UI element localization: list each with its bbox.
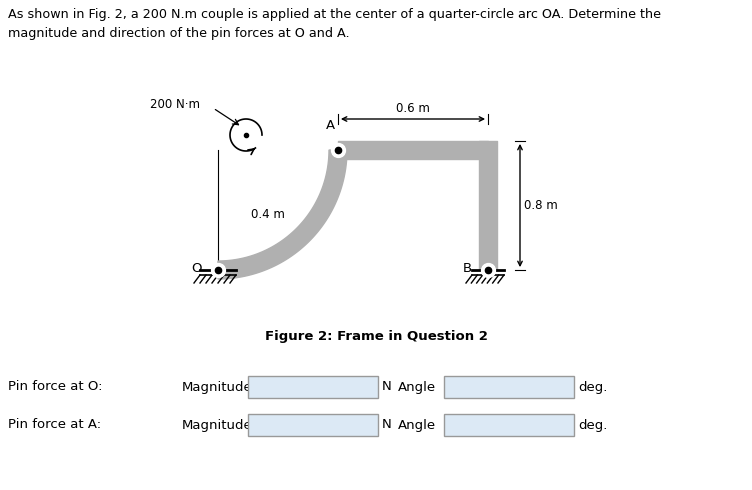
Text: Pin force at O:: Pin force at O: bbox=[8, 381, 102, 393]
Text: N: N bbox=[382, 418, 392, 432]
Text: A: A bbox=[326, 119, 335, 132]
Text: As shown in Fig. 2, a 200 N.m couple is applied at the center of a quarter-circl: As shown in Fig. 2, a 200 N.m couple is … bbox=[8, 8, 661, 40]
Text: B: B bbox=[463, 262, 472, 274]
Text: Magnitude: Magnitude bbox=[182, 381, 253, 393]
Text: deg.: deg. bbox=[578, 418, 608, 432]
FancyBboxPatch shape bbox=[248, 414, 378, 436]
Text: Pin force at A:: Pin force at A: bbox=[8, 418, 101, 432]
Text: Angle: Angle bbox=[398, 418, 436, 432]
Text: Figure 2: Frame in Question 2: Figure 2: Frame in Question 2 bbox=[265, 330, 487, 343]
Text: O: O bbox=[192, 262, 202, 274]
Text: Angle: Angle bbox=[398, 381, 436, 393]
Text: 0.8 m: 0.8 m bbox=[524, 199, 558, 212]
Text: N: N bbox=[382, 381, 392, 393]
Text: 200 N·m: 200 N·m bbox=[150, 98, 200, 112]
FancyBboxPatch shape bbox=[444, 376, 574, 398]
FancyBboxPatch shape bbox=[248, 376, 378, 398]
Text: Magnitude: Magnitude bbox=[182, 418, 253, 432]
Polygon shape bbox=[218, 150, 347, 279]
Text: 0.4 m: 0.4 m bbox=[251, 209, 285, 221]
FancyBboxPatch shape bbox=[444, 414, 574, 436]
Text: deg.: deg. bbox=[578, 381, 608, 393]
Text: 0.6 m: 0.6 m bbox=[396, 102, 430, 115]
